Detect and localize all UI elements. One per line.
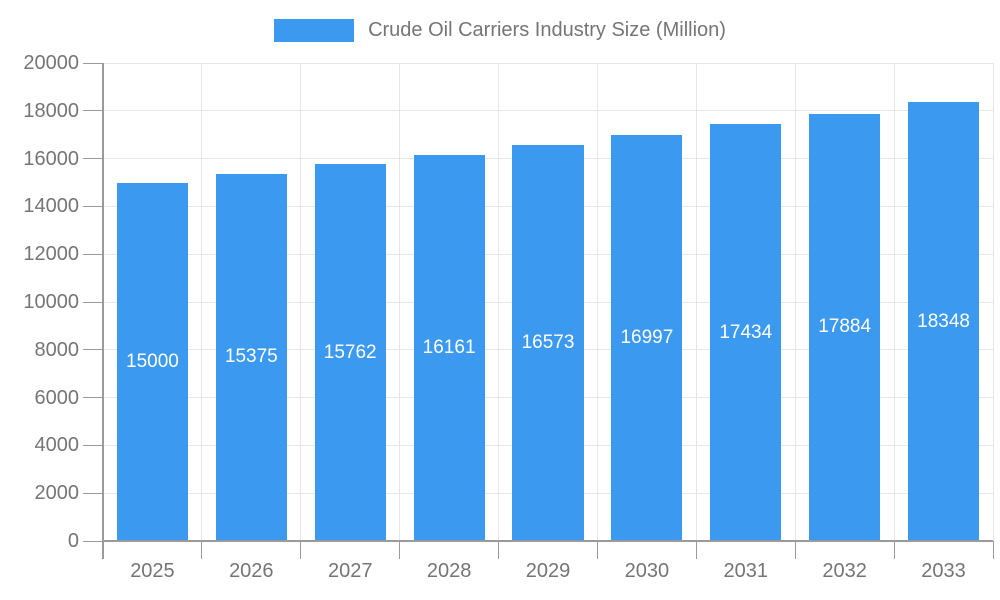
y-tick-label: 0	[67, 530, 79, 552]
x-grid-line	[498, 63, 500, 541]
bar-value-label: 15762	[323, 341, 377, 363]
bar-value-label: 16573	[521, 331, 575, 353]
bar: 16161	[413, 154, 485, 541]
bar-value-label: 17884	[818, 316, 872, 338]
y-tick-label: 2000	[34, 482, 80, 505]
x-grid-line	[300, 63, 302, 541]
x-tick-label: 2025	[130, 560, 175, 582]
x-grid-line	[596, 63, 598, 541]
x-grid-line	[399, 63, 401, 541]
x-tick-label: 2027	[327, 560, 373, 582]
bar-value-label: 16997	[620, 326, 674, 348]
y-tick	[83, 253, 103, 255]
x-tick	[992, 541, 994, 559]
y-grid-line	[103, 62, 993, 64]
x-axis-line	[103, 540, 993, 542]
x-tick	[794, 541, 796, 559]
bar: 15762	[314, 164, 386, 541]
y-tick-label: 12000	[23, 243, 79, 266]
x-grid-line	[992, 63, 994, 541]
y-tick-label: 6000	[34, 386, 80, 409]
y-tick	[83, 444, 103, 446]
x-tick-label: 2029	[525, 560, 571, 582]
bar: 16997	[611, 134, 683, 541]
x-tick	[695, 541, 697, 559]
x-tick	[300, 541, 302, 559]
x-tick-label: 2026	[229, 560, 274, 582]
bar: 16573	[512, 144, 584, 541]
x-tick-label: 2031	[723, 560, 769, 582]
y-tick-label: 16000	[23, 147, 79, 170]
legend-label: Crude Oil Carriers Industry Size (Millio…	[368, 19, 726, 41]
bar: 17884	[809, 113, 881, 541]
y-tick-label: 4000	[34, 434, 80, 457]
y-tick	[83, 158, 103, 160]
bar: 15375	[215, 173, 287, 541]
y-tick	[83, 349, 103, 351]
x-grid-line	[794, 63, 796, 541]
x-tick	[399, 541, 401, 559]
x-tick-label: 2030	[624, 560, 670, 582]
x-tick-label: 2028	[426, 560, 472, 582]
y-tick	[83, 492, 103, 494]
y-tick-label: 18000	[23, 99, 79, 122]
legend: Crude Oil Carriers Industry Size (Millio…	[0, 19, 1000, 42]
bar: 17434	[710, 124, 782, 541]
y-grid-line	[103, 110, 993, 112]
y-tick	[83, 301, 103, 303]
x-grid-line	[695, 63, 697, 541]
y-tick-label: 10000	[23, 291, 79, 313]
bar-value-label: 16161	[422, 336, 476, 358]
x-tick	[201, 541, 203, 559]
y-tick-label: 14000	[23, 195, 79, 218]
y-tick	[83, 540, 103, 542]
bar: 15000	[116, 182, 189, 541]
y-tick-label: 8000	[34, 338, 80, 361]
y-tick-label: 20000	[23, 52, 79, 74]
x-grid-line	[201, 63, 203, 541]
x-tick-label: 2032	[822, 560, 867, 582]
bar-value-label: 15000	[126, 350, 179, 372]
bar-value-label: 17434	[719, 321, 773, 343]
x-tick	[893, 541, 895, 559]
y-tick	[83, 62, 103, 64]
x-tick	[498, 541, 500, 559]
x-tick	[596, 541, 598, 559]
bar: 18348	[907, 102, 980, 541]
y-tick	[83, 110, 103, 112]
legend-swatch	[274, 19, 355, 42]
y-axis-line	[102, 63, 104, 559]
bar-value-label: 15375	[224, 346, 278, 368]
x-tick-label: 2033	[921, 560, 966, 582]
x-grid-line	[893, 63, 895, 541]
y-tick	[83, 397, 103, 399]
y-tick	[83, 205, 103, 207]
bar-value-label: 18348	[917, 310, 970, 332]
